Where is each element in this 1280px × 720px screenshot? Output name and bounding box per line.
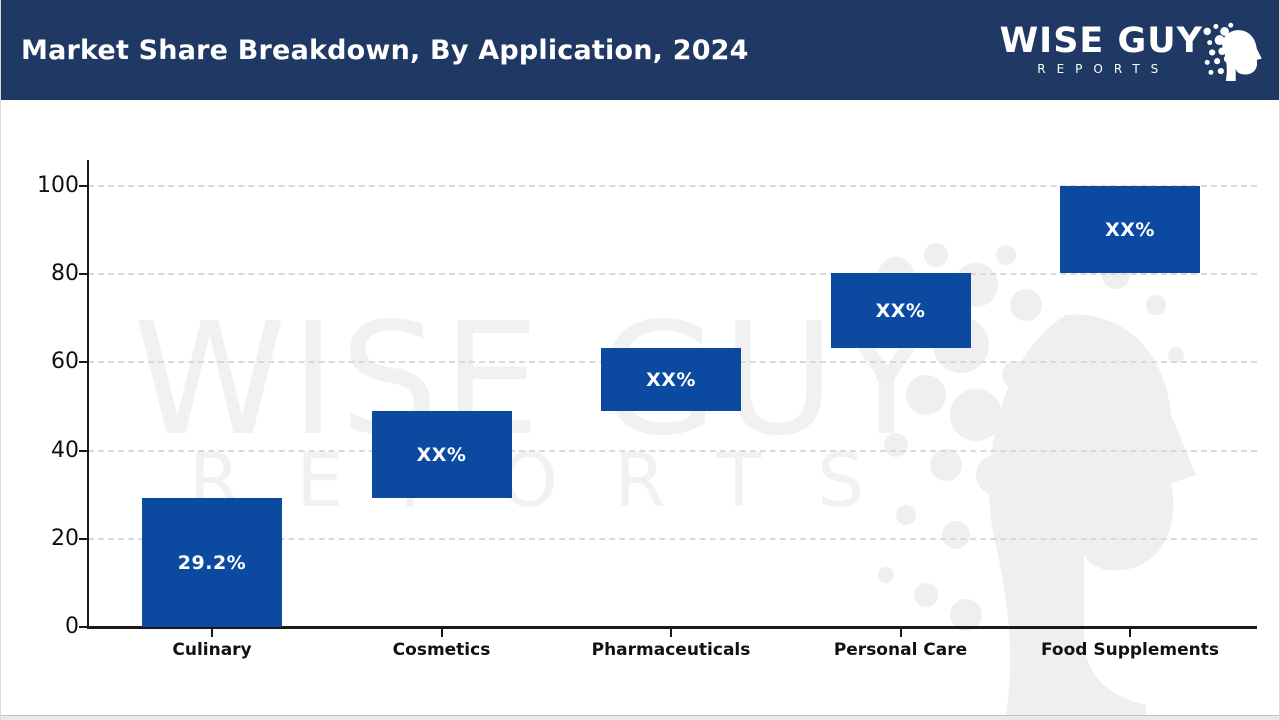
watermark-subtitle: REPORTS (189, 438, 921, 524)
y-axis-tick-label-0: 0 (65, 614, 79, 639)
x-axis-line (87, 626, 1257, 629)
watermark-wordmark: WISE GUY (133, 289, 938, 470)
y-axis-tick-label-80: 80 (51, 261, 79, 287)
x-category-label-food-supplements: Food Supplements (1040, 640, 1220, 660)
x-category-label-personal-care: Personal Care (833, 640, 968, 660)
x-category-label-cosmetics: Cosmetics (392, 640, 491, 660)
header: Market Share Breakdown, By Application, … (1, 0, 1279, 100)
y-axis-tick-mark-20 (79, 537, 88, 540)
logo-subtitle: REPORTS (1037, 62, 1170, 76)
x-category-label-culinary: Culinary (172, 640, 252, 660)
brand-logo: WISE GUY REPORTS (1000, 19, 1263, 81)
x-category-label-pharmaceuticals: Pharmaceuticals (591, 640, 751, 660)
bar-value-label-food-supplements: XX% (1105, 218, 1155, 241)
bar-pharmaceuticals: XX% (601, 347, 741, 412)
y-axis-tick-mark-100 (79, 185, 88, 187)
x-axis-tick-mark-pharmaceuticals (670, 629, 672, 637)
gridline-40 (88, 449, 1257, 452)
bar-value-label-cosmetics: XX% (416, 443, 467, 466)
y-axis-tick-label-20: 20 (51, 525, 79, 551)
bar-value-label-pharmaceuticals: XX% (646, 368, 696, 391)
logo-wordmark: WISE GUY (999, 21, 1203, 61)
y-axis-tick-mark-80 (79, 273, 88, 276)
y-axis-tick-mark-40 (79, 449, 88, 452)
bottom-border (1, 715, 1279, 716)
gridline-100 (88, 185, 1257, 187)
y-axis-tick-mark-0 (79, 626, 88, 628)
bar-cosmetics: XX% (371, 411, 512, 499)
bottom-shadow (1, 716, 1279, 720)
y-axis-tick-label-60: 60 (51, 349, 79, 375)
x-axis-tick-mark-culinary (211, 629, 213, 637)
y-axis-tick-label-40: 40 (51, 437, 79, 463)
y-axis-line (87, 160, 89, 628)
bar-value-label-personal-care: XX% (875, 299, 926, 322)
bar-food-supplements: XX% (1060, 186, 1200, 274)
bar-value-label-culinary: 29.2% (177, 551, 247, 574)
brand-logo-text: WISE GUY REPORTS (999, 21, 1203, 77)
y-axis-tick-label-100: 100 (37, 173, 79, 198)
gridline-20 (88, 537, 1257, 540)
gridline-80 (88, 273, 1257, 276)
y-axis-tick-mark-60 (79, 361, 88, 364)
page-title: Market Share Breakdown, By Application, … (21, 34, 749, 66)
x-axis-tick-mark-personal-care (899, 629, 902, 637)
x-axis-tick-mark-cosmetics (440, 629, 443, 637)
logo-head-profile-icon (1203, 22, 1262, 81)
x-axis-tick-mark-food-supplements (1129, 629, 1131, 637)
bar-personal-care: XX% (830, 273, 971, 348)
bar-culinary: 29.2% (142, 498, 282, 627)
